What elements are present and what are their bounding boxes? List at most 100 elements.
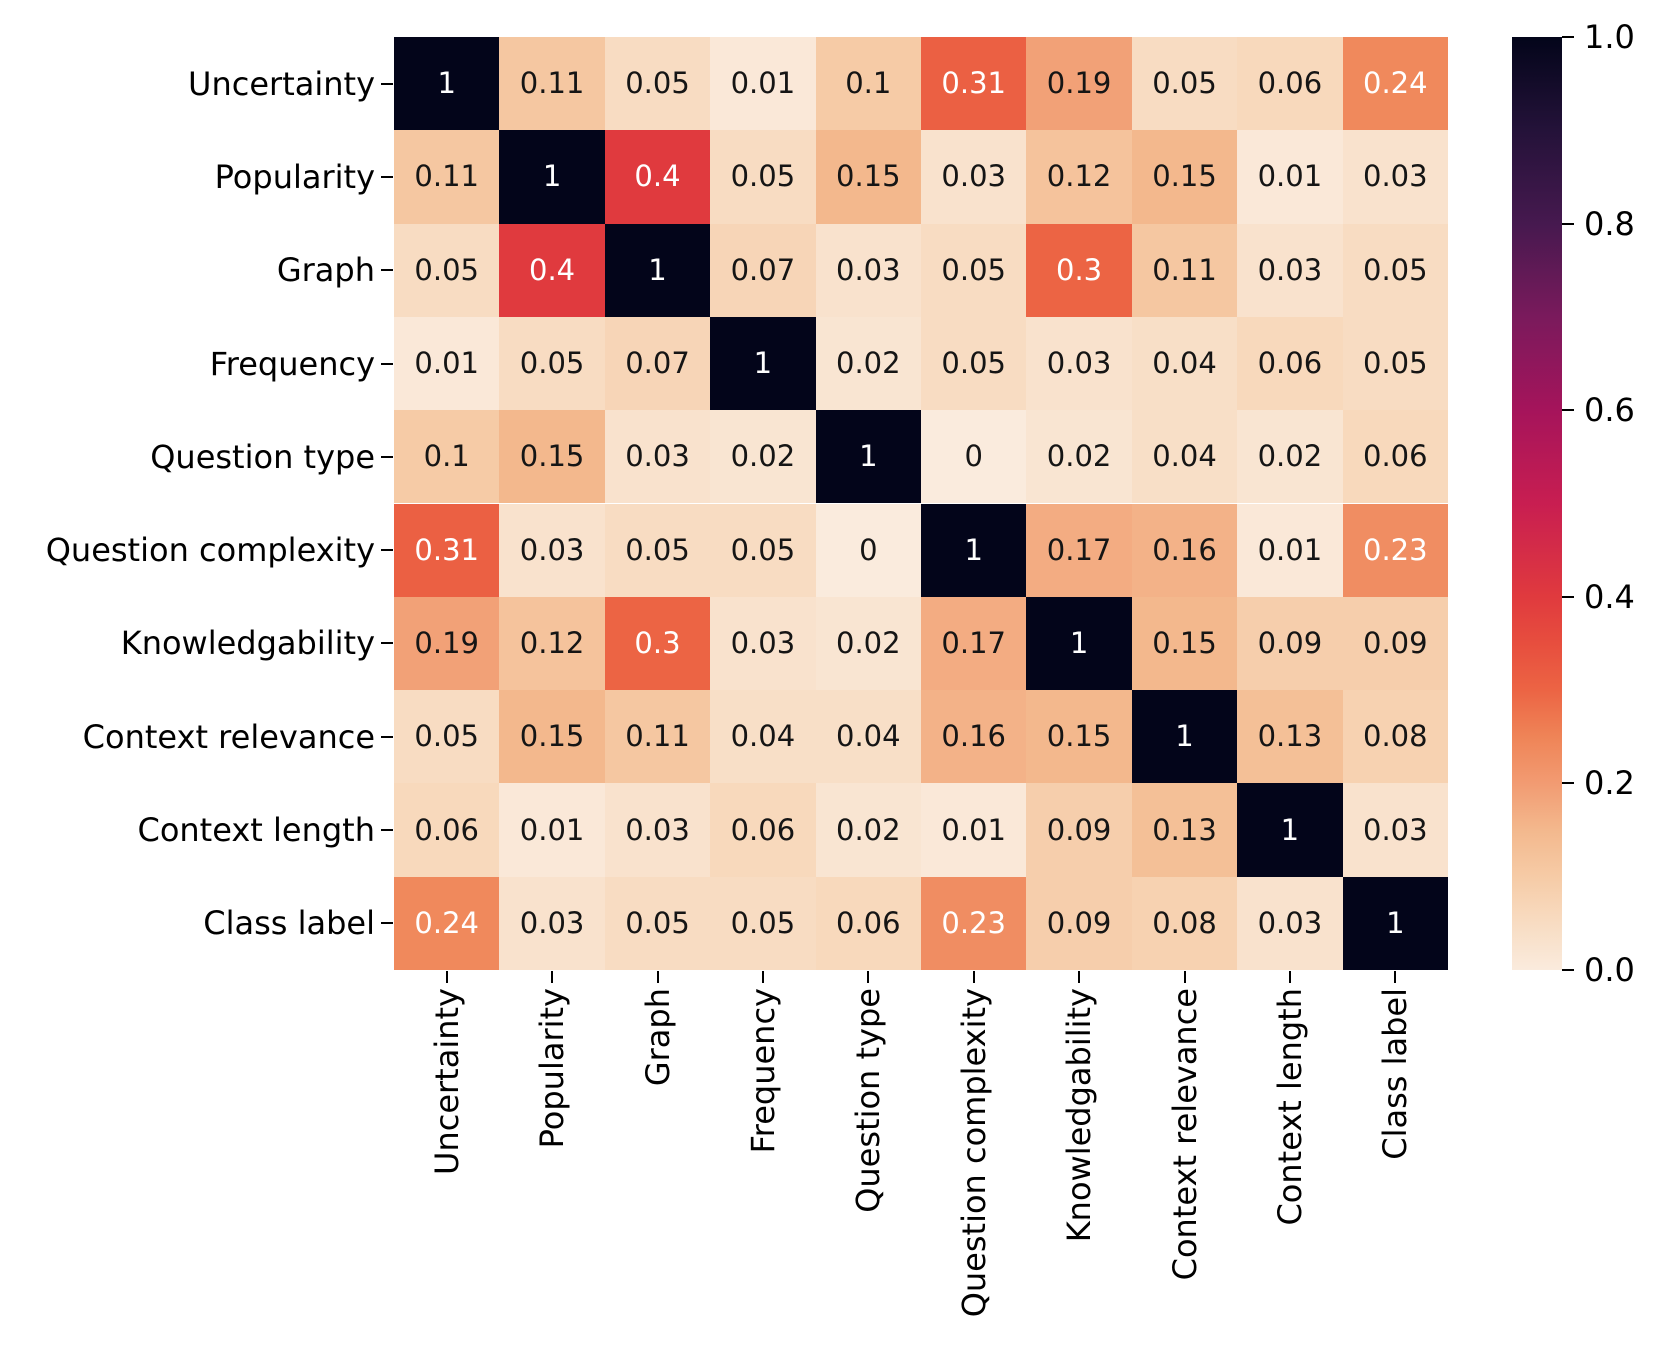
heatmap-cell: 0.01 [394,316,500,411]
heatmap-cell: 0.05 [921,316,1027,411]
heatmap-cell: 1 [710,316,816,411]
y-axis-label: Question complexity [45,531,375,570]
heatmap-cell: 0.01 [1237,503,1343,597]
heatmap-cell: 0.05 [1342,223,1448,317]
heatmap-cell: 0.04 [1131,316,1238,411]
y-axis-label: Question type [150,437,375,476]
heatmap-cell: 0.06 [1237,316,1343,411]
heatmap-cell: 0.02 [710,410,816,504]
heatmap-cell: 0 [921,410,1027,504]
heatmap-cell: 0.03 [1237,223,1343,317]
heatmap-cell: 0.06 [815,876,921,970]
heatmap-cell: 0.04 [1131,410,1238,504]
heatmap-cell: 0.06 [1237,37,1343,131]
heatmap-cell: 0.13 [1237,690,1343,784]
heatmap-cell: 0.05 [921,223,1027,317]
heatmap-cell: 0.06 [710,783,816,877]
heatmap-cell: 0.03 [604,783,711,877]
heatmap-cell: 0.15 [499,690,605,784]
heatmap-cell: 0.4 [499,223,605,317]
y-axis-label: Knowledgability [120,624,375,663]
heatmap-cell: 0.06 [1342,410,1448,504]
heatmap-cell: 1 [394,37,500,131]
heatmap-cell: 0.05 [394,690,500,784]
heatmap-cell: 0.1 [815,37,921,131]
heatmap-cell: 1 [1342,876,1448,970]
y-axis-tick [381,549,393,552]
y-axis-label: Uncertainty [188,64,375,103]
x-axis-tick [1288,971,1291,983]
heatmap-cell: 0.03 [604,410,711,504]
heatmap-cell: 0.01 [1237,130,1343,224]
heatmap-cell: 0.11 [499,37,605,131]
heatmap-cell: 0.05 [710,130,816,224]
x-axis-label: Knowledgability [1060,988,1099,1243]
heatmap-cell: 0.03 [1237,876,1343,970]
y-axis-label: Context length [137,811,375,850]
heatmap-cell: 0.02 [815,316,921,411]
x-axis-tick [1078,971,1081,983]
heatmap-cell: 1 [1131,690,1238,784]
heatmap-cell: 0.07 [710,223,816,317]
heatmap-cell: 0.03 [921,130,1027,224]
heatmap-cell: 0.11 [394,130,500,224]
heatmap-cell: 0.17 [1026,503,1132,597]
heatmap-cell: 0.05 [1342,316,1448,411]
heatmap-cell: 0.07 [604,316,711,411]
y-axis-tick [381,922,393,925]
heatmap-cell: 0.24 [1342,37,1448,131]
y-axis-label: Context relevance [82,717,375,756]
x-axis-tick [445,971,448,983]
heatmap-cell: 0.16 [921,690,1027,784]
y-axis-tick [381,82,393,85]
heatmap-cell: 0.11 [1131,223,1238,317]
heatmap-cell: 1 [1026,596,1132,691]
heatmap-grid: 1 0.11 0.05 0.01 0.1 0.31 0.19 0.05 0.06 0.24 0.11… [394,37,1448,970]
colorbar-tick-label: 0.6 [1584,391,1635,430]
y-axis-tick [381,735,393,738]
colorbar-tick-label: 0.8 [1584,204,1635,243]
heatmap-cell: 0.09 [1342,596,1448,691]
y-axis-tick [381,269,393,272]
x-axis-tick [1183,971,1186,983]
heatmap-cell: 0.11 [604,690,711,784]
heatmap-cell: 0.05 [604,503,711,597]
heatmap-cell: 0.05 [1131,37,1238,131]
y-axis-tick [381,175,393,178]
heatmap-cell: 0.13 [1131,783,1238,877]
x-axis-tick [972,971,975,983]
heatmap-cell: 0.15 [1131,596,1238,691]
colorbar-tick [1562,782,1574,785]
colorbar-tick-label: 0.2 [1584,764,1635,803]
heatmap-cell: 0.01 [499,783,605,877]
x-axis-label: Question type [849,988,888,1213]
colorbar-tick [1562,969,1574,971]
heatmap-cell: 0.31 [921,37,1027,131]
heatmap-cell: 0.02 [815,783,921,877]
heatmap-cell: 0.08 [1131,876,1238,970]
heatmap-cell: 0.03 [710,596,816,691]
heatmap-cell: 0.03 [499,876,605,970]
heatmap-cell: 0.16 [1131,503,1238,597]
heatmap-cell: 0.17 [921,596,1027,691]
heatmap-cell: 0 [815,503,921,597]
x-axis-label: Context relevance [1165,988,1204,1281]
y-axis-tick [381,455,393,458]
heatmap-cell: 0.09 [1237,596,1343,691]
heatmap-cell: 0.09 [1026,783,1132,877]
x-axis-tick [867,971,870,983]
y-axis-tick [381,362,393,365]
heatmap-cell: 0.23 [921,876,1027,970]
x-axis-label: Popularity [533,988,572,1149]
heatmap-cell: 0.02 [815,596,921,691]
colorbar-tick-label: 0.0 [1584,951,1635,989]
x-axis-tick [656,971,659,983]
x-axis-label: Class label [1376,988,1415,1160]
y-axis-label: Graph [276,251,375,290]
heatmap-cell: 0.19 [1026,37,1132,131]
heatmap-cell: 0.01 [921,783,1027,877]
heatmap-cell: 0.1 [394,410,500,504]
heatmap-cell: 1 [815,410,921,504]
x-axis-label: Uncertainty [427,988,466,1175]
